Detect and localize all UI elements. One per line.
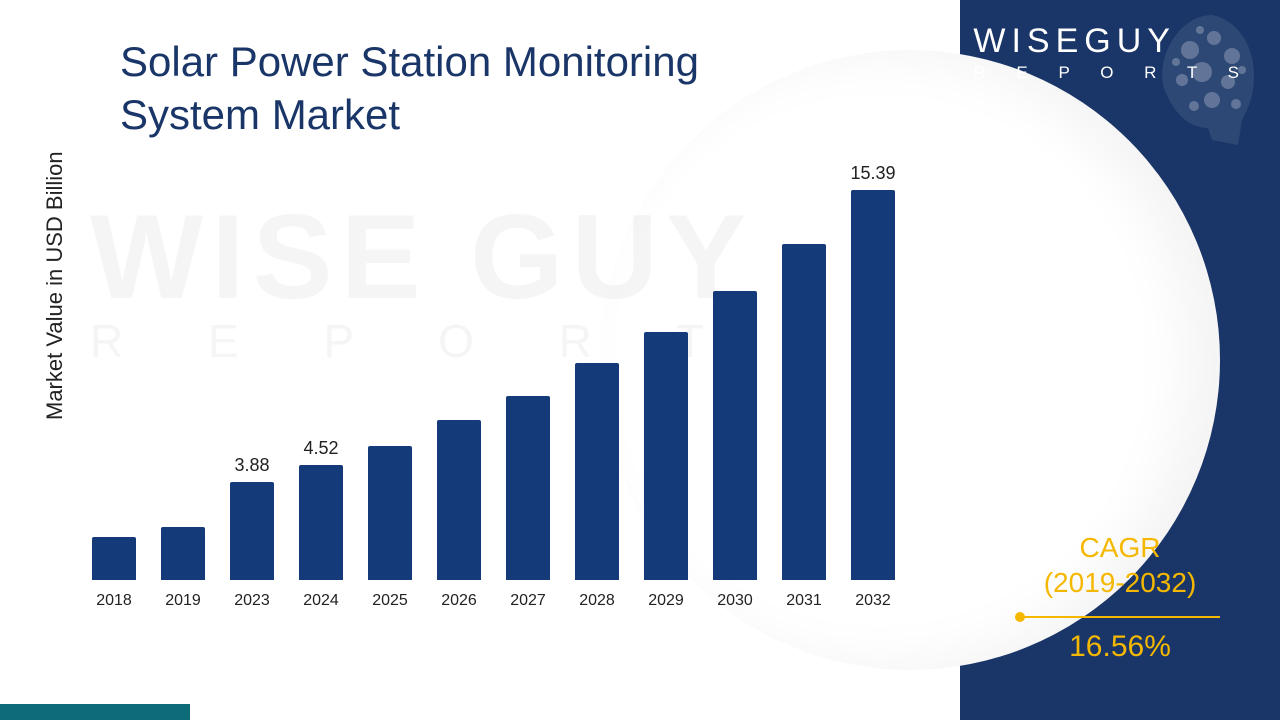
- page: WISEGUY R E P O R T S WISE GUY R E P O R…: [0, 0, 1280, 720]
- brand-logo: WISEGUY R E P O R T S: [973, 24, 1252, 82]
- plot-area: 3.884.5215.39: [86, 190, 916, 580]
- bar: [437, 420, 481, 580]
- x-tick-label: 2019: [165, 592, 201, 610]
- x-tick-label: 2027: [510, 592, 546, 610]
- footer-accent-bar: [0, 704, 190, 720]
- bar: [230, 482, 274, 580]
- x-tick-label: 2032: [855, 592, 891, 610]
- logo-line2: GUY: [1084, 22, 1176, 60]
- cagr-divider: [1020, 616, 1220, 618]
- x-tick-label: 2031: [786, 592, 822, 610]
- x-tick-label: 2028: [579, 592, 615, 610]
- x-tick-label: 2025: [372, 592, 408, 610]
- x-tick-label: 2023: [234, 592, 270, 610]
- x-tick-label: 2024: [303, 592, 339, 610]
- y-axis-label: Market Value in USD Billion: [42, 151, 68, 420]
- logo-sub: R E P O R T S: [973, 64, 1252, 82]
- bar: [506, 396, 550, 580]
- bar: [713, 291, 757, 580]
- bar: [782, 244, 826, 580]
- bar: [851, 190, 895, 580]
- x-tick-label: 2026: [441, 592, 477, 610]
- bar: [368, 446, 412, 580]
- bar-value-label: 4.52: [303, 438, 338, 459]
- cagr-value: 16.56%: [1000, 630, 1240, 664]
- bar: [575, 363, 619, 580]
- logo-line1: WISE: [973, 22, 1084, 60]
- cagr-label: CAGR (2019-2032): [1000, 530, 1240, 600]
- bar-value-label: 15.39: [850, 163, 895, 184]
- chart-title: Solar Power Station Monitoring System Ma…: [120, 36, 820, 141]
- bar: [161, 527, 205, 580]
- cagr-block: CAGR (2019-2032) 16.56%: [1000, 530, 1240, 664]
- bar: [299, 465, 343, 580]
- bar: [644, 332, 688, 580]
- x-tick-label: 2030: [717, 592, 753, 610]
- x-tick-label: 2029: [648, 592, 684, 610]
- bar: [92, 537, 136, 580]
- bar-value-label: 3.88: [234, 455, 269, 476]
- x-tick-label: 2018: [96, 592, 132, 610]
- bar-chart: 3.884.5215.39 20182019202320242025202620…: [86, 190, 916, 610]
